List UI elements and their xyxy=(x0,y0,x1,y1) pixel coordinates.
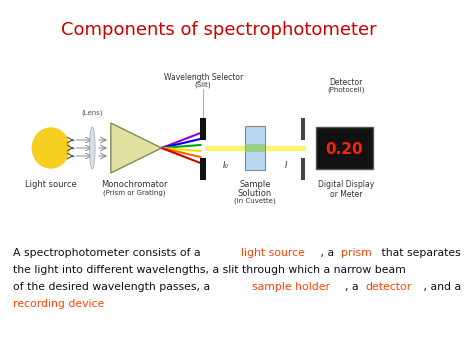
Text: , a: , a xyxy=(317,248,337,258)
FancyBboxPatch shape xyxy=(245,144,265,152)
Text: (Photocell): (Photocell) xyxy=(328,87,365,93)
Text: (Prism or Grating): (Prism or Grating) xyxy=(103,190,165,197)
Text: I₀: I₀ xyxy=(222,161,228,170)
Text: 0.20: 0.20 xyxy=(326,142,363,157)
Text: I: I xyxy=(285,161,288,170)
FancyBboxPatch shape xyxy=(316,127,373,169)
Text: Detector: Detector xyxy=(329,78,363,87)
FancyBboxPatch shape xyxy=(301,158,305,180)
FancyBboxPatch shape xyxy=(301,118,305,140)
Text: light source: light source xyxy=(241,248,305,258)
Polygon shape xyxy=(111,123,162,173)
Text: detector: detector xyxy=(365,282,411,292)
Text: Wavelength Selector: Wavelength Selector xyxy=(164,73,243,82)
Text: Digital Display
or Meter: Digital Display or Meter xyxy=(318,180,374,200)
Ellipse shape xyxy=(90,127,95,169)
FancyBboxPatch shape xyxy=(201,118,206,140)
Text: (in Cuvette): (in Cuvette) xyxy=(234,198,276,204)
Text: A spectrophotometer consists of a: A spectrophotometer consists of a xyxy=(13,248,204,258)
Circle shape xyxy=(32,128,69,168)
Text: that separates: that separates xyxy=(378,248,461,258)
Text: Components of spectrophotometer: Components of spectrophotometer xyxy=(61,21,377,39)
Text: , and a: , and a xyxy=(420,282,462,292)
FancyBboxPatch shape xyxy=(201,158,206,180)
Text: sample holder: sample holder xyxy=(252,282,330,292)
Text: Light source: Light source xyxy=(25,180,77,189)
Text: (Lens): (Lens) xyxy=(82,109,103,116)
Text: of the desired wavelength passes, a: of the desired wavelength passes, a xyxy=(13,282,214,292)
Text: , a: , a xyxy=(345,282,362,292)
Text: Monochromator: Monochromator xyxy=(100,180,167,189)
Text: prism: prism xyxy=(341,248,372,258)
Text: (Slit): (Slit) xyxy=(195,82,211,88)
Text: Sample: Sample xyxy=(239,180,271,189)
FancyBboxPatch shape xyxy=(245,126,265,170)
Text: the light into different wavelengths, a slit through which a narrow beam: the light into different wavelengths, a … xyxy=(13,265,406,275)
Text: Solution: Solution xyxy=(238,189,272,198)
Text: recording device: recording device xyxy=(13,299,104,309)
